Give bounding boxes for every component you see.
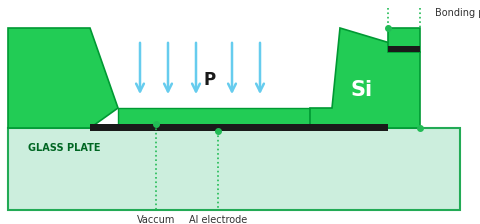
Bar: [387, 46, 419, 52]
Bar: [118, 108, 309, 128]
Text: Bonding pads: Bonding pads: [434, 8, 480, 18]
Text: GLASS PLATE: GLASS PLATE: [28, 143, 100, 153]
Text: Vaccum: Vaccum: [136, 215, 175, 224]
Polygon shape: [309, 28, 419, 128]
Bar: [8, 128, 459, 210]
Bar: [90, 124, 309, 131]
Bar: [387, 28, 419, 52]
Text: P: P: [204, 71, 216, 89]
Polygon shape: [8, 28, 118, 128]
Bar: [309, 124, 387, 131]
Text: Si: Si: [350, 80, 372, 100]
Text: Al electrode: Al electrode: [189, 215, 247, 224]
